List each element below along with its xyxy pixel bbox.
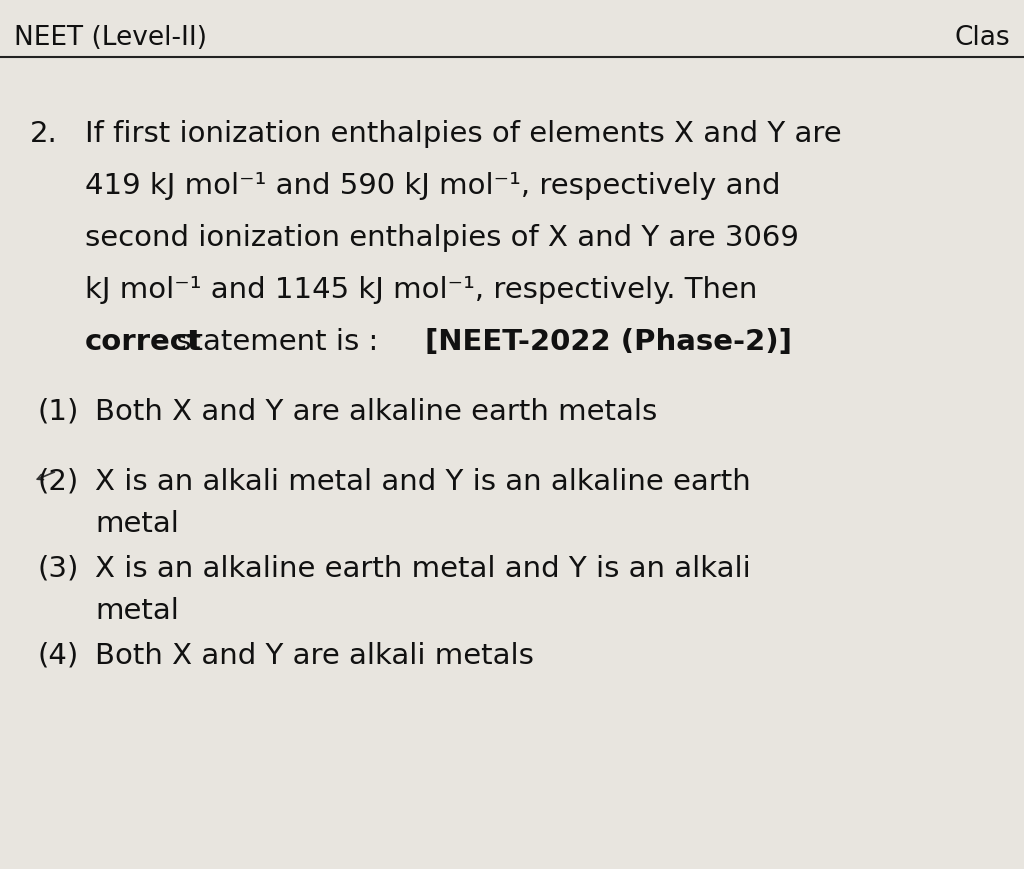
Text: NEET (Level-II): NEET (Level-II) [14, 25, 207, 51]
Text: (2): (2) [37, 468, 78, 495]
Text: metal: metal [95, 596, 179, 624]
Text: (4): (4) [37, 641, 78, 669]
Text: metal: metal [95, 509, 179, 537]
Text: If first ionization enthalpies of elements X and Y are: If first ionization enthalpies of elemen… [85, 120, 842, 148]
Text: 419 kJ mol⁻¹ and 590 kJ mol⁻¹, respectively and: 419 kJ mol⁻¹ and 590 kJ mol⁻¹, respectiv… [85, 172, 780, 200]
Text: statement is :: statement is : [167, 328, 416, 355]
Text: (1): (1) [37, 397, 79, 426]
Text: correct: correct [85, 328, 202, 355]
Text: Both X and Y are alkaline earth metals: Both X and Y are alkaline earth metals [95, 397, 657, 426]
Text: Clas: Clas [954, 25, 1010, 51]
Text: second ionization enthalpies of X and Y are 3069: second ionization enthalpies of X and Y … [85, 223, 799, 252]
Text: 2.: 2. [30, 120, 57, 148]
Text: (3): (3) [37, 554, 79, 582]
Text: kJ mol⁻¹ and 1145 kJ mol⁻¹, respectively. Then: kJ mol⁻¹ and 1145 kJ mol⁻¹, respectively… [85, 275, 758, 303]
Text: X is an alkaline earth metal and Y is an alkali: X is an alkaline earth metal and Y is an… [95, 554, 751, 582]
Text: X is an alkali metal and Y is an alkaline earth: X is an alkali metal and Y is an alkalin… [95, 468, 751, 495]
Text: Both X and Y are alkali metals: Both X and Y are alkali metals [95, 641, 534, 669]
Text: [NEET-2022 (Phase-2)]: [NEET-2022 (Phase-2)] [425, 328, 792, 355]
